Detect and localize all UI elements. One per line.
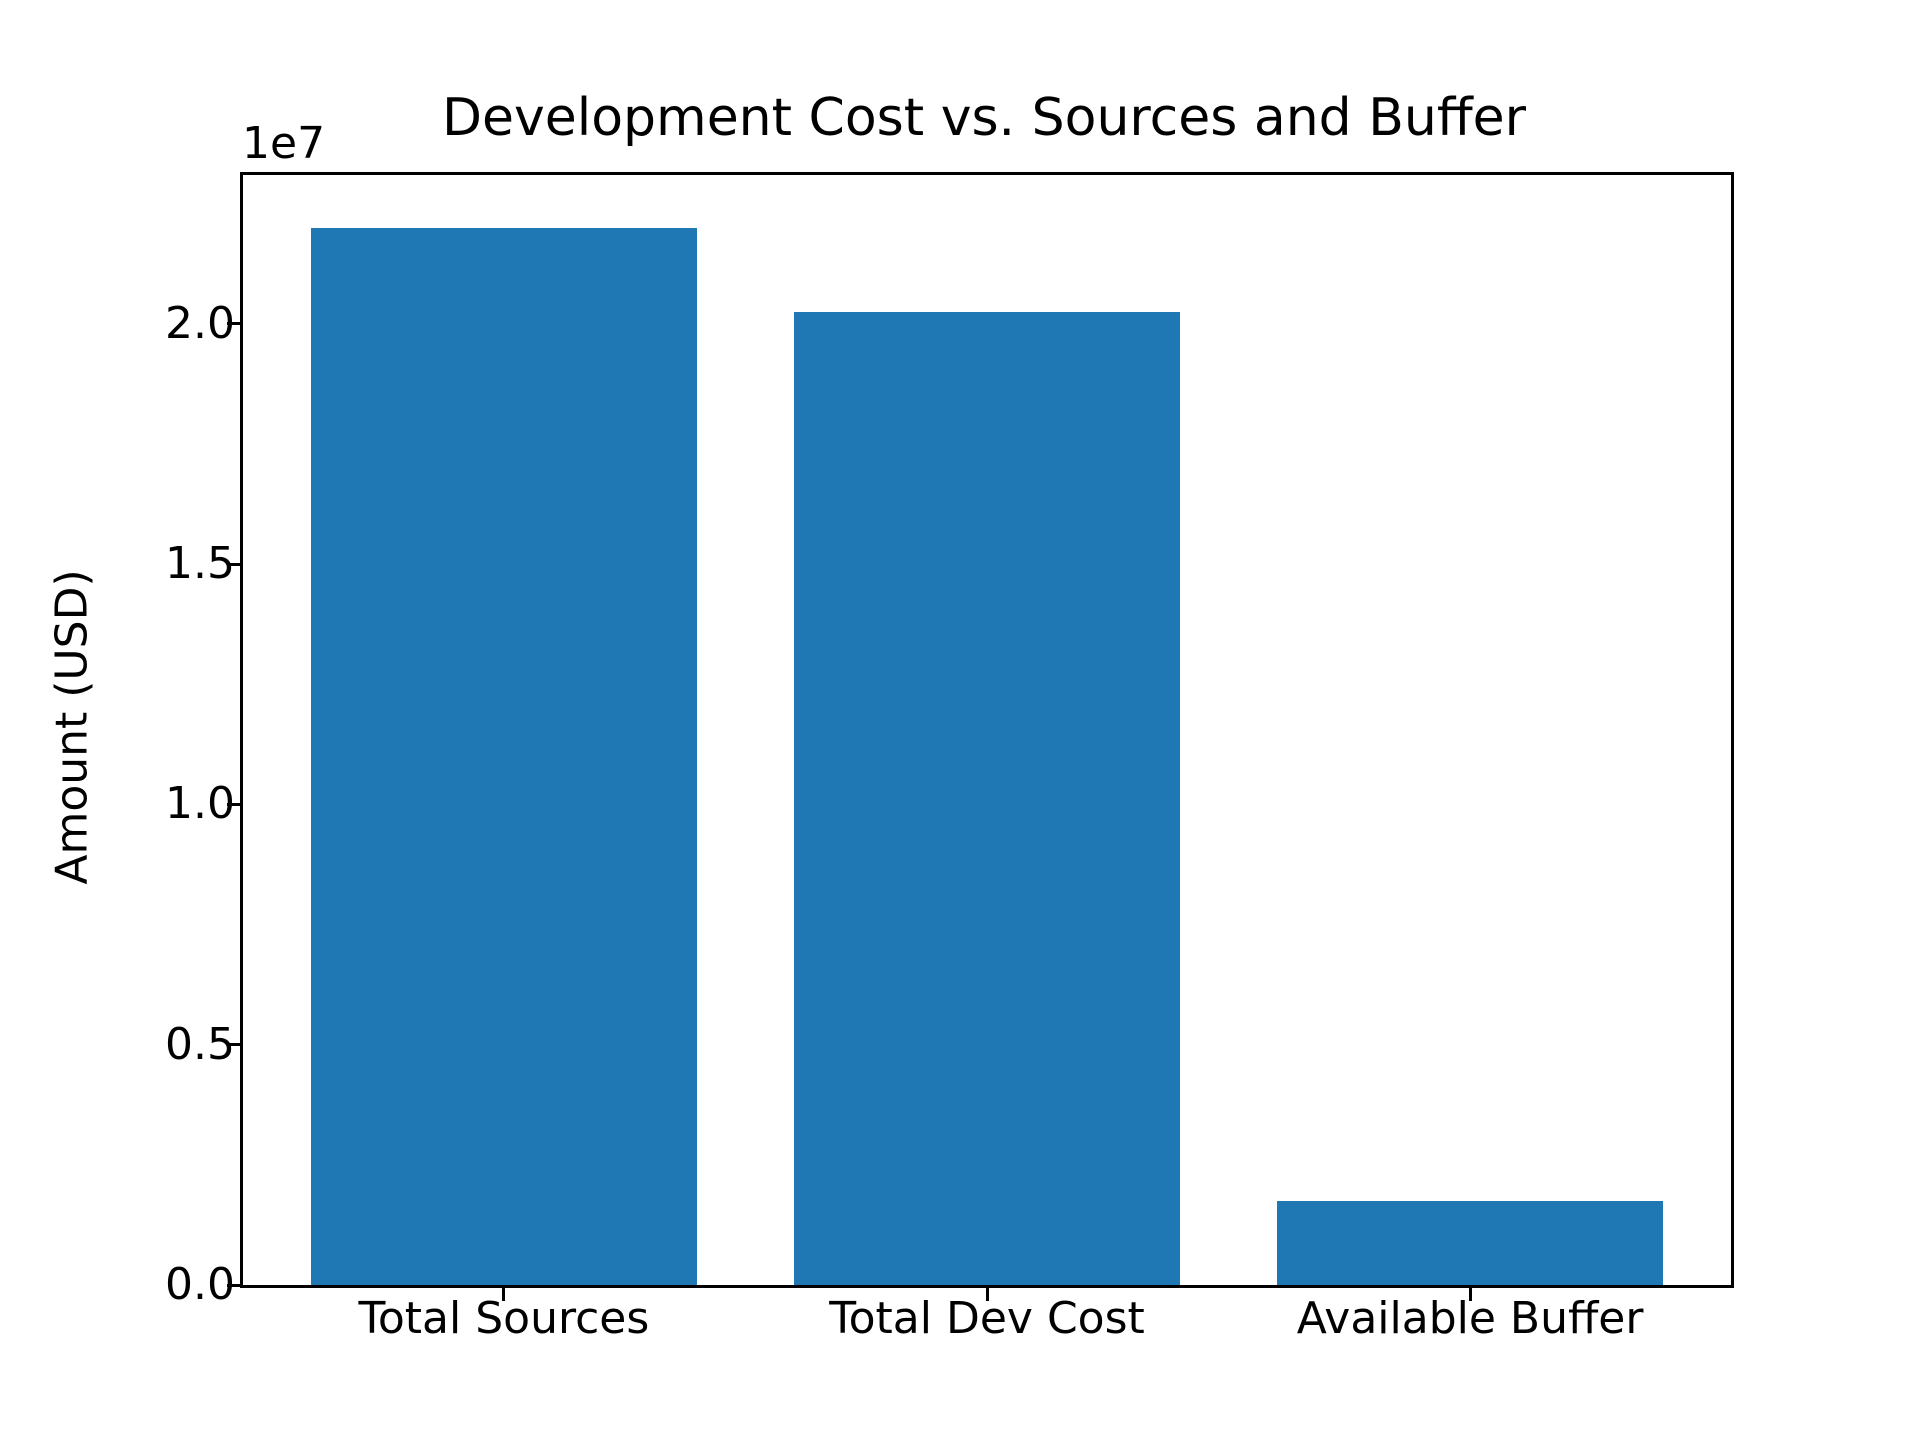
y-axis-label: Amount (USD): [46, 569, 98, 885]
y-tick-label: 1.0: [165, 778, 235, 830]
y-tick-mark: [227, 562, 240, 566]
y-tick-label: 2.0: [165, 297, 235, 349]
x-tick-label: Total Dev Cost: [829, 1293, 1145, 1344]
y-tick-mark: [227, 322, 240, 326]
x-tick-mark: [502, 1288, 506, 1301]
x-tick-label: Available Buffer: [1296, 1293, 1644, 1344]
y-tick-label: 0.5: [165, 1018, 235, 1070]
x-tick-mark: [985, 1288, 989, 1301]
y-tick-mark: [227, 1043, 240, 1047]
x-tick-mark: [1468, 1288, 1472, 1301]
y-tick-mark: [227, 802, 240, 806]
y-tick-mark: [227, 1283, 240, 1287]
bars-container: [243, 175, 1731, 1285]
x-tick-label: Total Sources: [358, 1293, 650, 1344]
bar-available-buffer: [1276, 1200, 1664, 1285]
chart-title: Development Cost vs. Sources and Buffer: [441, 88, 1527, 148]
bar-total-dev-cost: [793, 311, 1181, 1285]
y-tick-label: 1.5: [165, 538, 235, 590]
y-axis-offset-text: 1e7: [242, 118, 326, 169]
bar-total-sources: [310, 227, 698, 1285]
plot-area: Total Sources Total Dev Cost Available Buf…: [165, 172, 1734, 1344]
y-tick-label: 0.0: [165, 1259, 235, 1310]
